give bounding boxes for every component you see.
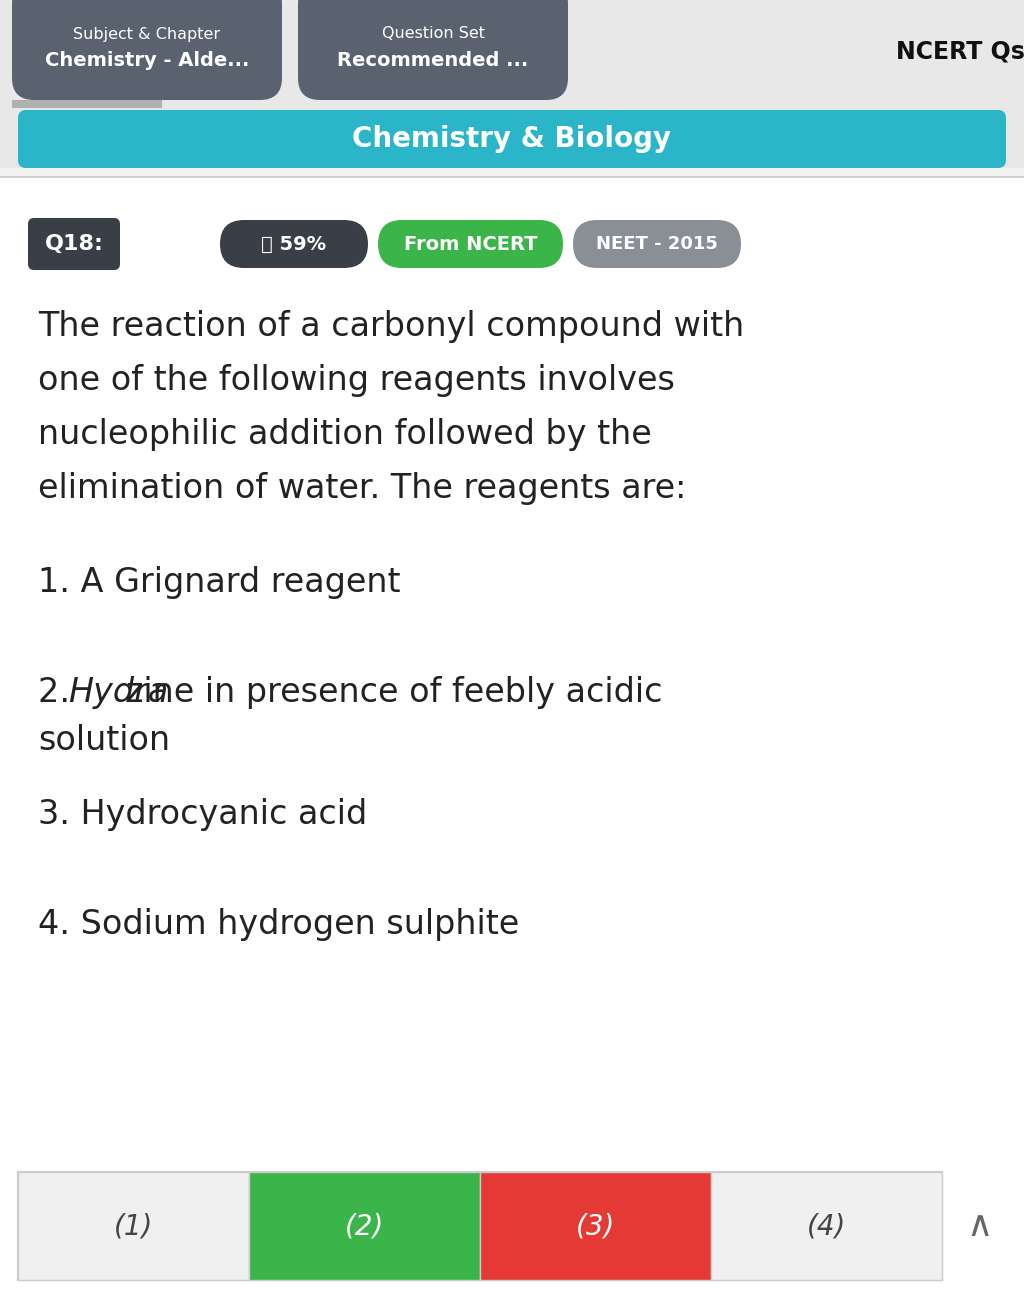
Bar [0,0,1024,109]
Bar [0,176,1024,1292]
Text: 4. Sodium hydrogen sulphite: 4. Sodium hydrogen sulphite [38,908,519,941]
FancyBboxPatch shape [12,0,282,99]
Text: The reaction of a carbonyl compound with: The reaction of a carbonyl compound with [38,310,744,342]
Text: (4): (4) [807,1212,846,1240]
FancyBboxPatch shape [378,220,563,267]
Text: (3): (3) [575,1212,615,1240]
Bar [18,1172,249,1280]
FancyBboxPatch shape [18,110,1006,168]
Text: 1. A Grignard reagent: 1. A Grignard reagent [38,566,400,599]
FancyBboxPatch shape [298,0,568,99]
Text: Question Set: Question Set [382,27,484,41]
Text: Hydra: Hydra [68,676,168,709]
Text: (1): (1) [114,1212,154,1240]
Text: Subject & Chapter: Subject & Chapter [74,27,220,41]
Text: Chemistry & Biology: Chemistry & Biology [352,125,672,152]
Text: solution: solution [38,724,170,757]
Text: elimination of water. The reagents are:: elimination of water. The reagents are: [38,472,686,505]
Text: one of the following reagents involves: one of the following reagents involves [38,364,675,397]
Text: ∧: ∧ [967,1209,993,1243]
Bar [711,1172,942,1280]
Text: 2.: 2. [38,676,81,709]
Text: From NCERT: From NCERT [403,235,538,253]
Text: Recommended ...: Recommended ... [337,50,528,70]
Bar [249,1172,480,1280]
Text: NEET - 2015: NEET - 2015 [596,235,718,253]
FancyBboxPatch shape [220,220,368,267]
Text: (2): (2) [345,1212,384,1240]
Text: Chemistry - Alde...: Chemistry - Alde... [45,50,249,70]
Text: 👍 59%: 👍 59% [261,235,327,253]
Text: 3. Hydrocyanic acid: 3. Hydrocyanic acid [38,798,368,831]
FancyBboxPatch shape [573,220,741,267]
Text: Q18:: Q18: [45,234,103,255]
Bar [0,168,1024,1292]
Bar [18,1172,942,1280]
Bar [12,99,162,109]
Text: zine in presence of feebly acidic: zine in presence of feebly acidic [126,676,663,709]
Text: NCERT Qs: NCERT Qs [896,40,1024,65]
Bar [480,1172,711,1280]
FancyBboxPatch shape [28,218,120,270]
Text: nucleophilic addition followed by the: nucleophilic addition followed by the [38,419,651,451]
Bar [0,176,1024,177]
